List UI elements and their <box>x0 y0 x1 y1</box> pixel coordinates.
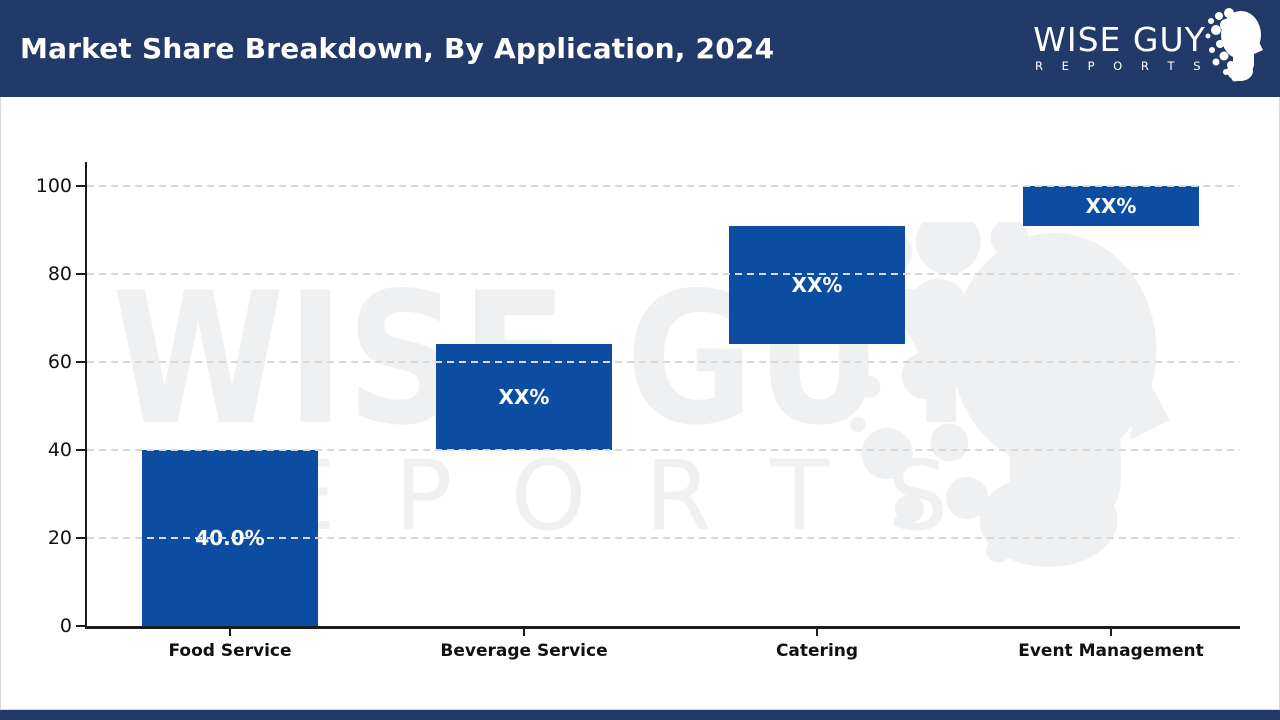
x-axis-tick <box>229 629 231 636</box>
y-axis-tick <box>76 537 85 539</box>
x-category-label-event-management: Event Management <box>1018 641 1204 661</box>
x-axis-line <box>85 626 1240 629</box>
gridline <box>87 361 1240 363</box>
y-axis-line <box>85 162 87 629</box>
y-axis-tick <box>76 625 85 627</box>
gridline <box>87 449 1240 451</box>
bar-value-label: XX% <box>1085 193 1137 218</box>
bar-value-label: XX% <box>791 272 843 297</box>
y-axis-tick <box>76 449 85 451</box>
x-axis-tick <box>816 629 818 636</box>
header-bar: Market Share Breakdown, By Application, … <box>0 0 1280 97</box>
brand-logo: WISE GUY R E P O R T S <box>1031 8 1264 88</box>
gridline <box>87 185 1240 187</box>
x-axis-tick <box>1110 629 1112 636</box>
bar-event-management: XX% <box>1023 186 1199 226</box>
x-category-label-food-service: Food Service <box>168 641 292 661</box>
y-tick-label: 100 <box>35 175 72 197</box>
y-tick-label: 40 <box>47 439 72 461</box>
y-axis-tick <box>76 273 85 275</box>
page-title: Market Share Breakdown, By Application, … <box>20 32 775 65</box>
bar-catering: XX% <box>729 225 905 345</box>
y-tick-label: 0 <box>59 615 72 637</box>
x-category-label-beverage-service: Beverage Service <box>440 641 608 661</box>
y-axis-tick <box>76 361 85 363</box>
gridline <box>87 537 1240 539</box>
x-axis-tick <box>523 629 525 636</box>
x-category-label-catering: Catering <box>775 641 859 661</box>
brand-logo-text: WISE GUY R E P O R T S <box>1031 23 1208 73</box>
gridline <box>87 273 1240 275</box>
brand-subtext: R E P O R T S <box>1035 58 1208 73</box>
bar-value-label: XX% <box>498 385 550 410</box>
brand-head-icon <box>1205 8 1263 82</box>
y-axis-tick <box>76 185 85 187</box>
brand-wordmark: WISE GUY <box>1033 20 1206 60</box>
y-tick-label: 60 <box>47 351 72 373</box>
y-tick-label: 80 <box>47 263 72 285</box>
y-tick-label: 20 <box>47 527 72 549</box>
footer-bar <box>0 710 1280 720</box>
